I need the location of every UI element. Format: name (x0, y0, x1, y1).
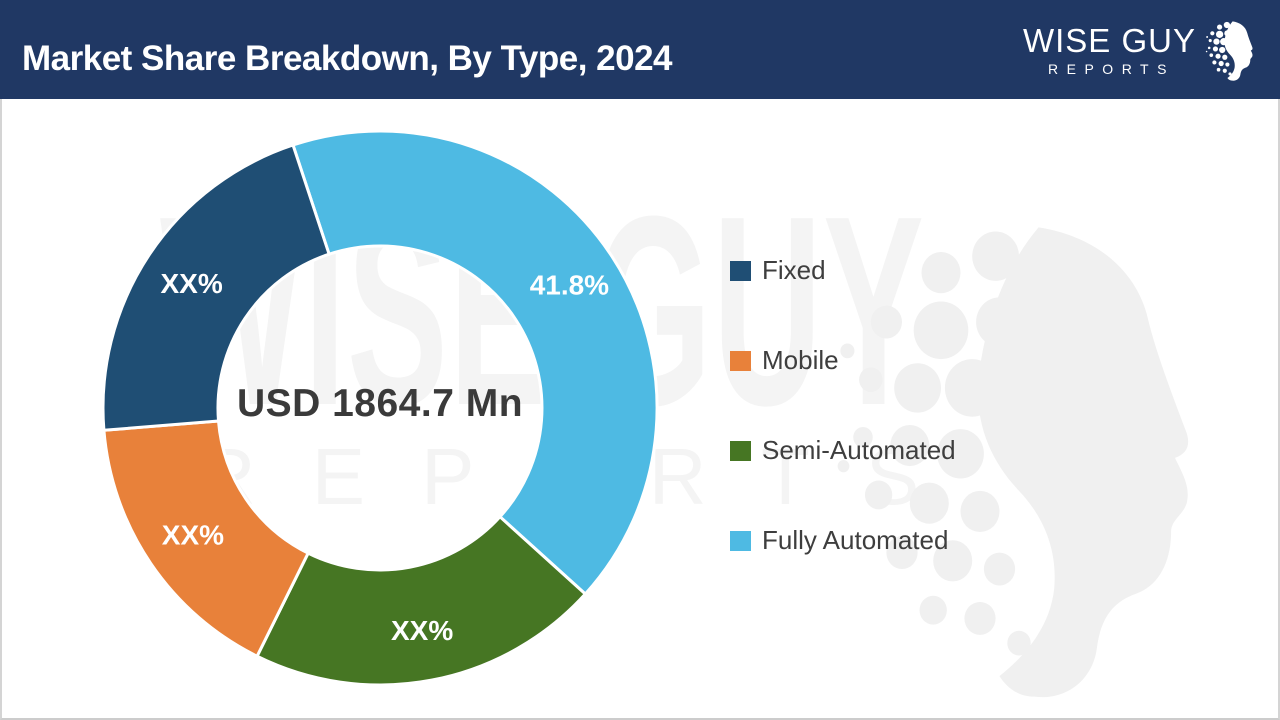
legend-label: Fully Automated (762, 525, 949, 555)
donut-segment-fixed (101, 143, 331, 432)
donut-segment-fully-automated (291, 129, 659, 596)
page-title: Market Share Breakdown, By Type, 2024 (22, 38, 673, 78)
legend-item-mobile: Mobile (730, 345, 956, 376)
legend-label: Mobile (762, 345, 839, 375)
logo-wordmark: WISE GUY REPORTS (1023, 24, 1196, 77)
legend-item-fixed: Fixed (730, 255, 956, 286)
legend-swatch-fixed (730, 260, 751, 281)
wise-guy-logo: WISE GUY REPORTS (1023, 15, 1256, 87)
donut-segment-mobile (102, 419, 310, 658)
header: Market Share Breakdown, By Type, 2024 WI… (0, 0, 1280, 99)
legend-swatch-mobile (730, 350, 751, 371)
donut-chart: 41.8% XX% XX% XX% (101, 129, 659, 687)
chart-area: WISE GUY REPORTS 41.8%XX%XX%XX% USD 1864… (0, 99, 1280, 720)
legend-item-fully-automated: Fully Automated (730, 525, 956, 556)
legend-item-semi-automated: Semi-Automated (730, 435, 956, 466)
legend-label: Semi-Automated (762, 435, 956, 465)
segment-label-fully-automated: 41.8% (530, 270, 609, 301)
segment-label-semi-automated: XX% (391, 615, 453, 646)
legend: Fixed Mobile Semi-Automated Fully Automated (730, 255, 956, 615)
logo-head-icon (1204, 15, 1256, 87)
logo-subtext: REPORTS (1048, 61, 1175, 77)
logo-word: WISE GUY (1022, 22, 1196, 59)
legend-label: Fixed (762, 255, 826, 285)
segment-label-mobile: XX% (162, 520, 224, 551)
legend-swatch-fully-automated (730, 530, 751, 551)
donut-segment-semi-automated (255, 515, 587, 687)
legend-swatch-semi-automated (730, 440, 751, 461)
donut-center-label: USD 1864.7 Mn (236, 382, 524, 425)
segment-label-fixed: XX% (160, 268, 222, 299)
